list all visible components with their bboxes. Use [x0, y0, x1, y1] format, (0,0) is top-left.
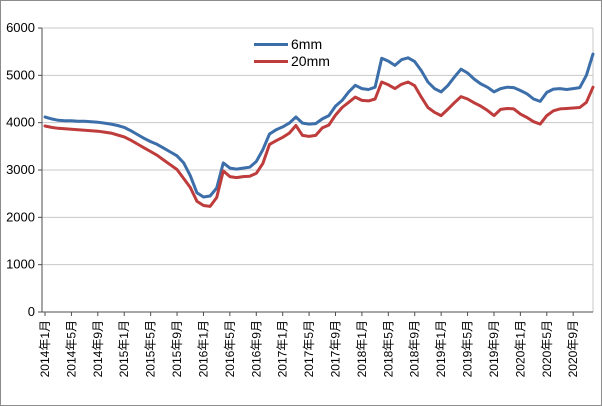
y-axis-label: 4000: [6, 115, 35, 130]
x-axis-label: 2019年9月: [487, 320, 501, 377]
x-axis-label: 2018年9月: [408, 320, 422, 377]
series-line-20mm: [43, 80, 595, 208]
x-axis-label: 2019年1月: [434, 320, 448, 377]
series-line-6mm: [43, 52, 595, 199]
legend-label-6mm: 6mm: [291, 36, 323, 52]
x-axis-label: 2020年9月: [566, 320, 580, 377]
x-axis-label: 2017年9月: [329, 320, 343, 377]
x-axis-label: 2016年5月: [223, 320, 237, 377]
x-axis-label: 2015年5月: [144, 320, 158, 377]
x-axis-label: 2014年5月: [64, 320, 78, 377]
x-axis-label: 2014年9月: [91, 320, 105, 377]
x-axis-label: 2020年1月: [513, 320, 527, 377]
legend-line-swatch-6mm: [254, 43, 288, 46]
legend-label-20mm: 20mm: [291, 53, 330, 69]
y-axis-label: 1000: [6, 257, 35, 272]
y-axis-label: 6000: [6, 20, 35, 35]
x-axis-label: 2016年9月: [249, 320, 263, 377]
x-axis-label: 2017年1月: [276, 320, 290, 377]
x-axis-label: 2019年5月: [461, 320, 475, 377]
x-axis-label: 2016年1月: [196, 320, 210, 377]
y-axis-label: 0: [28, 304, 35, 319]
x-axis-label: 2015年9月: [170, 320, 184, 377]
x-axis-label: 2018年5月: [381, 320, 395, 377]
y-axis-label: 2000: [6, 209, 35, 224]
x-axis-label: 2014年1月: [38, 320, 52, 377]
legend-item-20mm: 20mm: [254, 54, 330, 69]
x-axis-label: 2017年5月: [302, 320, 316, 377]
y-axis-label: 5000: [6, 67, 35, 82]
x-axis-label: 2020年5月: [540, 320, 554, 377]
x-axis-label: 2018年1月: [355, 320, 369, 377]
legend-line-swatch-20mm: [254, 60, 288, 63]
y-axis-label: 3000: [6, 162, 35, 177]
chart-legend: 6mm 20mm: [254, 37, 330, 69]
legend-item-6mm: 6mm: [254, 37, 330, 52]
x-axis-label: 2015年1月: [117, 320, 131, 377]
